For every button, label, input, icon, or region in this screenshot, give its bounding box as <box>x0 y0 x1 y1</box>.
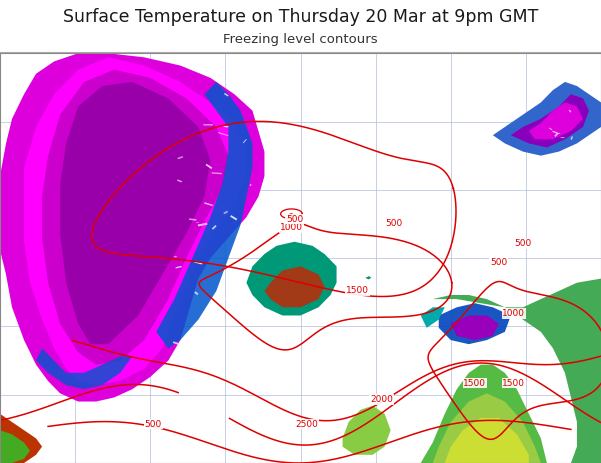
Polygon shape <box>343 406 391 455</box>
Polygon shape <box>60 82 210 344</box>
Polygon shape <box>529 102 583 139</box>
Polygon shape <box>246 242 337 315</box>
Polygon shape <box>445 418 529 463</box>
Polygon shape <box>42 69 228 365</box>
Polygon shape <box>433 394 541 463</box>
Text: Freezing level contours: Freezing level contours <box>223 33 378 46</box>
Text: 500: 500 <box>490 258 507 267</box>
Polygon shape <box>36 348 132 389</box>
Text: 1500: 1500 <box>346 287 369 295</box>
Text: 1500: 1500 <box>502 379 525 388</box>
Polygon shape <box>415 279 601 463</box>
Polygon shape <box>24 57 246 385</box>
Text: 1000: 1000 <box>280 223 303 232</box>
Text: 1500: 1500 <box>463 379 486 388</box>
Text: 500: 500 <box>145 419 162 429</box>
Polygon shape <box>439 303 511 344</box>
Polygon shape <box>511 94 589 148</box>
Polygon shape <box>421 365 547 463</box>
Polygon shape <box>0 53 264 401</box>
Polygon shape <box>451 315 499 340</box>
Text: 1000: 1000 <box>502 309 525 318</box>
Polygon shape <box>365 276 371 280</box>
Text: 500: 500 <box>286 215 303 224</box>
Text: 500: 500 <box>385 219 402 228</box>
Polygon shape <box>0 414 42 463</box>
Polygon shape <box>156 82 252 348</box>
Text: 2500: 2500 <box>295 419 318 429</box>
Text: 500: 500 <box>514 239 531 248</box>
Text: 2000: 2000 <box>370 395 393 404</box>
Polygon shape <box>264 266 325 307</box>
Polygon shape <box>421 307 445 328</box>
Polygon shape <box>0 430 30 463</box>
Text: Surface Temperature on Thursday 20 Mar at 9pm GMT: Surface Temperature on Thursday 20 Mar a… <box>63 8 538 26</box>
Polygon shape <box>493 82 601 156</box>
Polygon shape <box>285 213 296 218</box>
